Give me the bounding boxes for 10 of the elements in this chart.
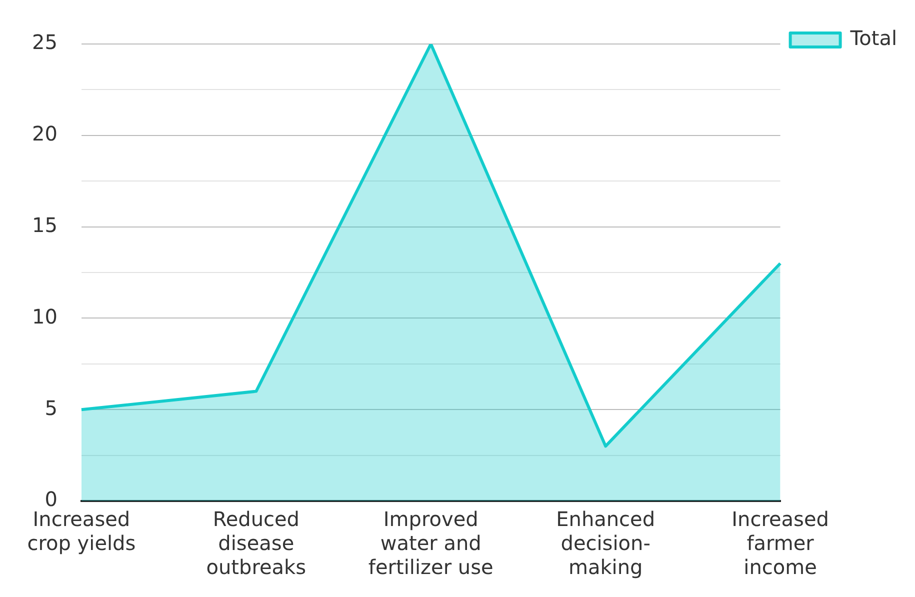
y-tick-label: 15 [32, 213, 58, 238]
y-tick-label: 20 [32, 122, 58, 146]
x-tick-label: Reduced disease outbreaks [206, 507, 306, 580]
x-tick-label: Increased farmer income [732, 507, 829, 580]
x-tick-label: Enhanced decision-making [556, 507, 656, 580]
x-tick-label: Improved water and fertilizer use [368, 507, 494, 580]
legend-label: Total [849, 26, 898, 50]
y-tick-label: 25 [32, 30, 58, 54]
y-tick-label: 5 [44, 396, 58, 420]
y-tick-label: 10 [32, 304, 58, 328]
